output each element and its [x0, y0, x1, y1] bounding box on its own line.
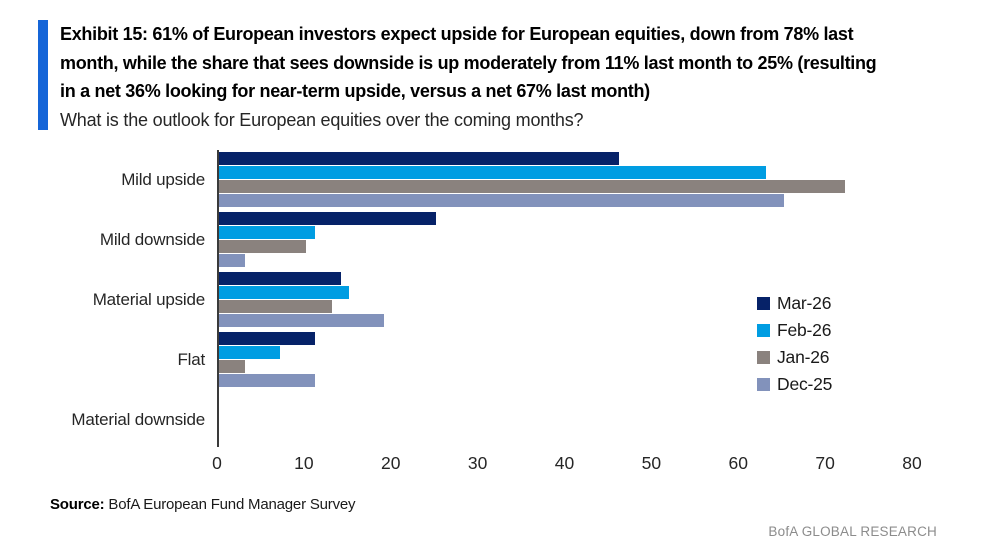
title-block: Exhibit 15: 61% of European investors ex…: [60, 20, 877, 134]
source-text: BofA European Fund Manager Survey: [104, 496, 356, 513]
bar-feb-26: [219, 166, 767, 179]
bar-mar-26: [219, 332, 315, 345]
brand-line: BofA GLOBAL RESEARCH: [768, 524, 937, 539]
bar-stack: [219, 270, 990, 330]
category-label: Material downside: [71, 410, 205, 429]
bar-dec-25: [219, 374, 315, 387]
category-label: Flat: [177, 350, 205, 369]
legend-label: Mar-26: [777, 293, 832, 313]
x-tick-label: 10: [294, 453, 314, 473]
x-tick-label: 20: [381, 453, 401, 473]
accent-bar: [38, 20, 48, 130]
legend-entry-jan-26: Jan-26: [757, 344, 832, 371]
bar-mar-26: [219, 152, 619, 165]
category-group: Material upside: [0, 270, 990, 330]
bar-feb-26: [219, 286, 350, 299]
legend: Mar-26 Feb-26 Jan-26 Dec-25: [757, 290, 832, 398]
bar-mar-26: [219, 212, 437, 225]
bar-mar-26: [219, 272, 341, 285]
category-label: Mild upside: [121, 170, 205, 189]
legend-swatch: [757, 351, 770, 364]
bar-groups: Mild upside Mild downside Material upside F…: [0, 150, 990, 450]
bar-jan-26: [219, 240, 306, 253]
bar-jan-26: [219, 180, 845, 193]
bar-dec-25: [219, 314, 385, 327]
legend-swatch: [757, 378, 770, 391]
x-tick-label: 50: [641, 453, 662, 473]
x-tick-label: 70: [815, 453, 835, 473]
bar-chart: Mild upside Mild downside Material upside F…: [0, 150, 990, 490]
legend-label: Jan-26: [777, 347, 830, 367]
legend-entry-mar-26: Mar-26: [757, 290, 832, 317]
header: Exhibit 15: 61% of European investors ex…: [38, 20, 877, 134]
category-group: Mild downside: [0, 210, 990, 270]
bar-feb-26: [219, 226, 315, 239]
x-tick-label: 80: [902, 453, 922, 473]
bar-feb-26: [219, 346, 280, 359]
x-tick-label: 0: [212, 453, 222, 473]
exhibit-title-line-3: in a net 36% looking for near-term upsid…: [60, 81, 650, 101]
x-axis: 0 10 20 30 40 50 60 70 80: [0, 453, 990, 477]
category-group: Mild upside: [0, 150, 990, 210]
bar-dec-25: [219, 254, 246, 267]
legend-entry-dec-25: Dec-25: [757, 371, 832, 398]
bar-stack: [219, 390, 990, 450]
x-tick-label: 60: [728, 453, 748, 473]
x-tick-label: 40: [554, 453, 575, 473]
bar-stack: [219, 330, 990, 390]
bar-jan-26: [219, 360, 246, 373]
legend-entry-feb-26: Feb-26: [757, 317, 832, 344]
source-label: Source:: [50, 496, 105, 513]
legend-label: Dec-25: [777, 374, 833, 394]
legend-swatch: [757, 324, 770, 337]
category-group: Material downside: [0, 390, 990, 450]
exhibit-title-line-2: month, while the share that sees downsid…: [60, 52, 877, 73]
category-group: Flat: [0, 330, 990, 390]
legend-swatch: [757, 297, 770, 310]
bar-jan-26: [219, 300, 332, 313]
x-tick-label: 30: [467, 453, 488, 473]
bar-stack: [219, 150, 990, 210]
y-axis-line: [217, 150, 219, 447]
bar-stack: [219, 210, 990, 270]
chart-question-subtitle: What is the outlook for European equitie…: [60, 109, 584, 130]
source-line: Source: BofA European Fund Manager Surve…: [50, 496, 356, 513]
exhibit-title-line-1: Exhibit 15: 61% of European investors ex…: [60, 24, 854, 44]
bar-dec-25: [219, 194, 784, 207]
legend-label: Feb-26: [777, 320, 832, 340]
category-label: Mild downside: [99, 230, 205, 249]
category-label: Material upside: [92, 290, 205, 309]
